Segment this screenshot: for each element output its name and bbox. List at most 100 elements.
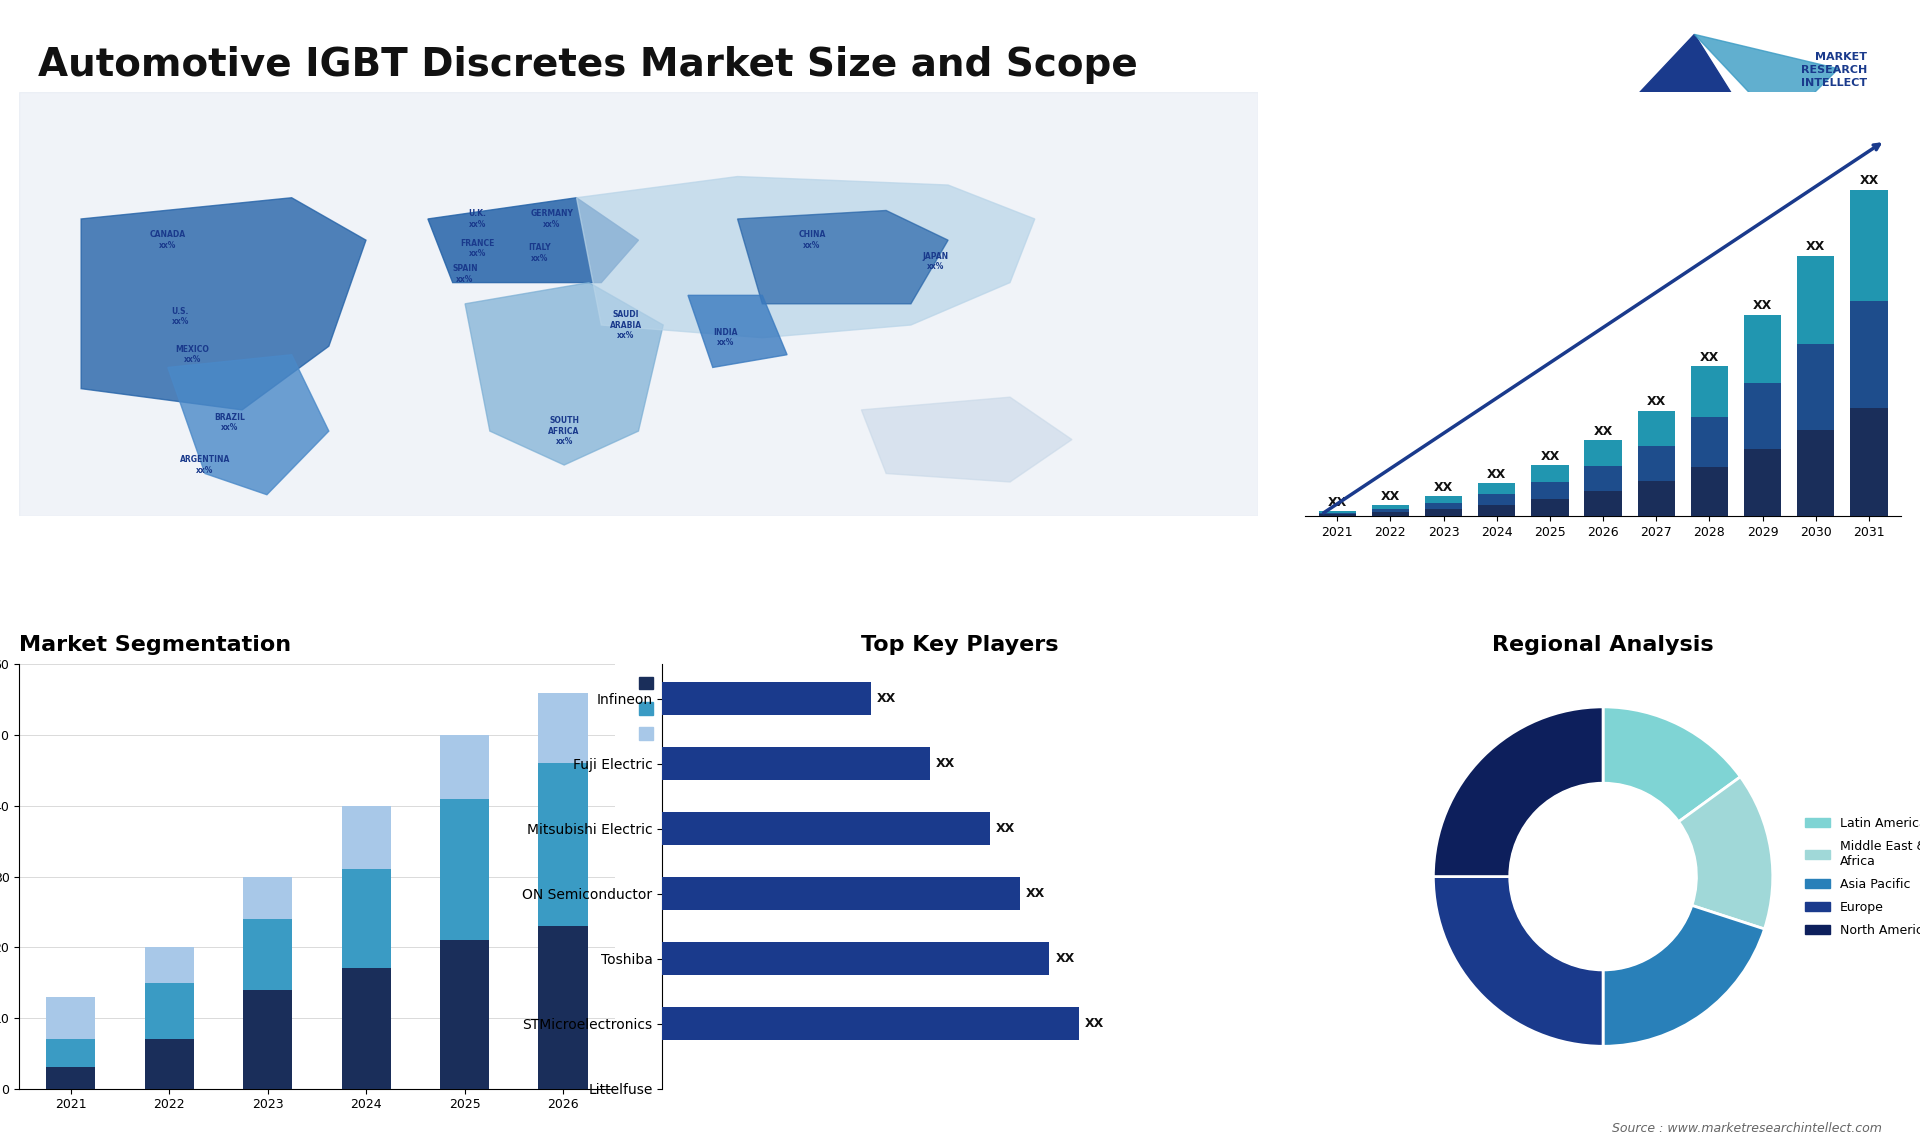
Bar <box>1692 466 1728 516</box>
Bar <box>342 968 392 1089</box>
Bar <box>1532 482 1569 500</box>
Polygon shape <box>862 398 1071 482</box>
Text: XX: XX <box>1540 449 1559 463</box>
Bar <box>1584 440 1622 466</box>
Polygon shape <box>1693 34 1837 126</box>
Polygon shape <box>19 92 1258 516</box>
Bar <box>662 942 1050 975</box>
Text: XX: XX <box>1380 489 1400 503</box>
Bar <box>1743 383 1782 449</box>
Text: XX: XX <box>1647 395 1667 408</box>
Polygon shape <box>428 198 639 283</box>
Text: XX: XX <box>1753 299 1772 312</box>
Bar <box>144 948 194 982</box>
Circle shape <box>1509 783 1697 970</box>
Text: XX: XX <box>1434 481 1453 494</box>
Wedge shape <box>1678 777 1772 929</box>
Bar <box>1371 509 1409 512</box>
Bar <box>244 919 292 990</box>
Text: XX: XX <box>1488 468 1507 480</box>
Text: ITALY
xx%: ITALY xx% <box>528 243 551 262</box>
Title: Regional Analysis: Regional Analysis <box>1492 635 1715 654</box>
Text: GERMANY
xx%: GERMANY xx% <box>530 210 574 229</box>
Text: XX: XX <box>1025 887 1044 900</box>
Bar <box>1851 189 1887 300</box>
Polygon shape <box>81 198 367 410</box>
Bar <box>662 878 1020 910</box>
Bar <box>1743 449 1782 516</box>
Text: Source : www.marketresearchintellect.com: Source : www.marketresearchintellect.com <box>1611 1122 1882 1135</box>
Text: Market Segmentation: Market Segmentation <box>19 635 292 654</box>
Wedge shape <box>1603 707 1740 822</box>
Text: XX: XX <box>1699 351 1718 363</box>
Text: CHINA
xx%: CHINA xx% <box>799 230 826 250</box>
Text: INDIA
xx%: INDIA xx% <box>712 328 737 347</box>
Bar <box>1743 314 1782 383</box>
Bar <box>538 926 588 1089</box>
Bar <box>1584 466 1622 490</box>
Wedge shape <box>1434 707 1603 877</box>
Wedge shape <box>1603 905 1764 1046</box>
Bar <box>1797 256 1834 344</box>
Bar <box>1797 430 1834 516</box>
Text: XX: XX <box>1594 425 1613 438</box>
Polygon shape <box>1609 34 1751 126</box>
Bar <box>1638 447 1674 481</box>
Bar <box>1478 505 1515 516</box>
Polygon shape <box>737 211 948 304</box>
Bar <box>144 1039 194 1089</box>
Bar <box>1478 494 1515 505</box>
Text: ARGENTINA
xx%: ARGENTINA xx% <box>180 455 230 474</box>
Legend: Type, Application, Geography: Type, Application, Geography <box>634 672 747 747</box>
Bar <box>46 1067 96 1089</box>
Text: SPAIN
xx%: SPAIN xx% <box>453 265 478 284</box>
Bar <box>1638 410 1674 447</box>
Bar <box>342 870 392 968</box>
Bar <box>538 763 588 926</box>
Wedge shape <box>1434 877 1603 1046</box>
Bar <box>1532 500 1569 516</box>
Text: XX: XX <box>1327 496 1348 509</box>
Bar <box>440 940 490 1089</box>
Bar <box>1425 496 1463 503</box>
Text: XX: XX <box>937 758 956 770</box>
Bar <box>662 1007 1079 1039</box>
Polygon shape <box>167 355 328 495</box>
Bar <box>342 806 392 870</box>
Text: JAPAN
xx%: JAPAN xx% <box>924 252 948 272</box>
Text: U.K.
xx%: U.K. xx% <box>468 210 486 229</box>
Bar <box>1692 417 1728 466</box>
Text: BRAZIL
xx%: BRAZIL xx% <box>215 413 246 432</box>
Bar <box>144 982 194 1039</box>
Bar <box>1319 513 1356 515</box>
Bar <box>662 682 870 715</box>
Text: XX: XX <box>1085 1018 1104 1030</box>
Bar <box>1851 300 1887 408</box>
Bar <box>1319 511 1356 513</box>
Text: SAUDI
ARABIA
xx%: SAUDI ARABIA xx% <box>611 311 641 340</box>
Bar <box>1371 512 1409 516</box>
Bar <box>662 747 929 779</box>
Text: U.S.
xx%: U.S. xx% <box>171 307 188 327</box>
Bar <box>440 799 490 940</box>
Text: FRANCE
xx%: FRANCE xx% <box>461 240 495 258</box>
Bar <box>1425 503 1463 510</box>
Polygon shape <box>576 176 1035 338</box>
Bar <box>46 1039 96 1067</box>
Text: SOUTH
AFRICA
xx%: SOUTH AFRICA xx% <box>549 416 580 446</box>
Bar <box>46 997 96 1039</box>
Text: XX: XX <box>1807 241 1826 253</box>
Bar <box>1851 408 1887 516</box>
Text: MEXICO
xx%: MEXICO xx% <box>175 345 209 364</box>
Bar <box>1319 515 1356 516</box>
Bar <box>1371 505 1409 509</box>
Polygon shape <box>687 296 787 368</box>
Bar <box>1532 465 1569 482</box>
Text: MARKET
RESEARCH
INTELLECT: MARKET RESEARCH INTELLECT <box>1801 52 1866 88</box>
Bar <box>662 813 991 845</box>
Legend: Latin America, Middle East &
Africa, Asia Pacific, Europe, North America: Latin America, Middle East & Africa, Asi… <box>1801 811 1920 942</box>
Bar <box>1478 482 1515 494</box>
Bar <box>1692 367 1728 417</box>
Bar <box>244 990 292 1089</box>
Bar <box>1425 510 1463 516</box>
